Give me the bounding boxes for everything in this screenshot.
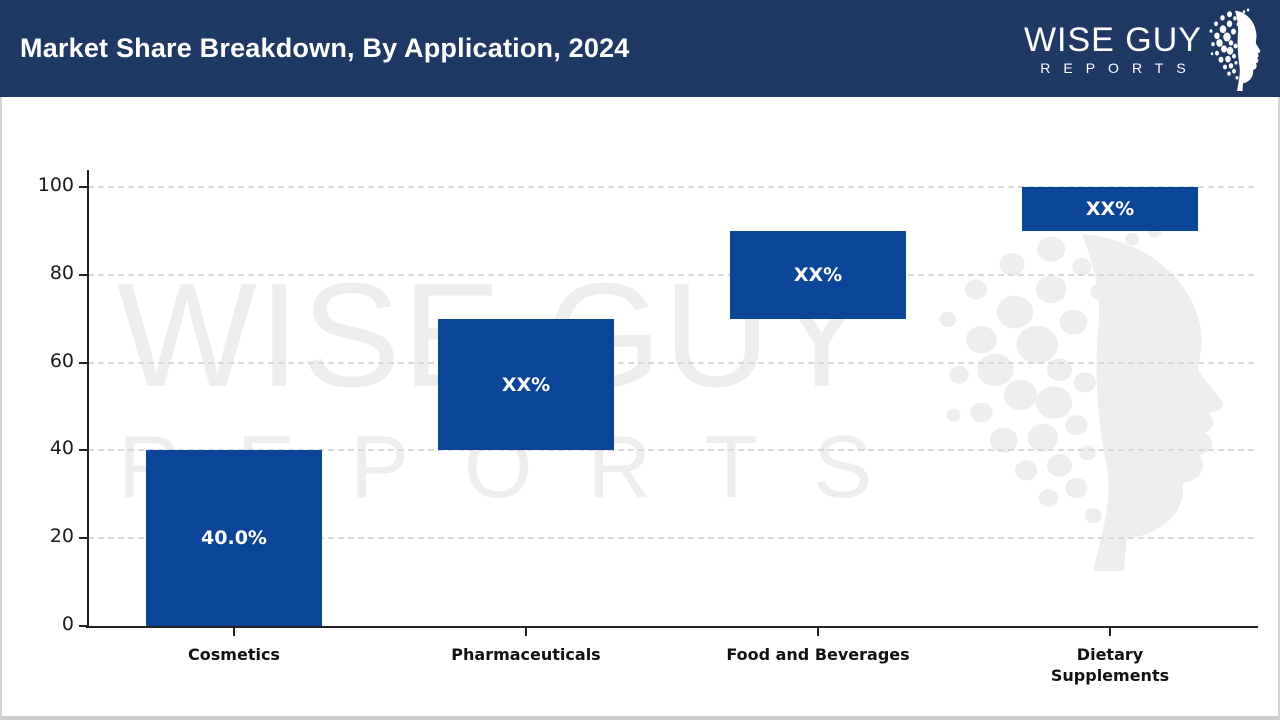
bar-dietary-supplements: XX% bbox=[1022, 187, 1198, 231]
bar-value-label: XX% bbox=[501, 373, 551, 396]
gridline-100 bbox=[88, 186, 1256, 188]
bar-value-label: XX% bbox=[793, 263, 843, 286]
y-tick-label: 100 bbox=[37, 174, 74, 196]
logo-wordmark: WISE GUY bbox=[1023, 20, 1202, 59]
x-tick-label: Cosmetics bbox=[188, 645, 280, 664]
watermark-face-icon bbox=[939, 225, 1223, 571]
x-tick-label: Food and Beverages bbox=[726, 645, 910, 664]
bar-cosmetics: 40.0% bbox=[146, 450, 322, 626]
y-tick-label: 20 bbox=[49, 525, 74, 548]
y-tick-label: 60 bbox=[49, 349, 74, 372]
x-tick-mark bbox=[525, 628, 527, 636]
bar-pharmaceuticals: XX% bbox=[438, 318, 614, 451]
x-tick-mark bbox=[1109, 628, 1111, 636]
bar-value-label: XX% bbox=[1085, 197, 1135, 220]
bar-food-and-beverages: XX% bbox=[730, 230, 906, 319]
gridline-80 bbox=[88, 273, 1256, 276]
x-tick-label: Dietary Supplements bbox=[1050, 645, 1170, 685]
gridline-40 bbox=[88, 449, 1256, 452]
chart-area: WISE GUY REPORTS 0 20 40 60 80 100 40.0% Cosmet… bbox=[0, 97, 1280, 720]
logo-subtext: REPORTS bbox=[1040, 59, 1199, 76]
bar-value-label: 40.0% bbox=[201, 527, 267, 550]
y-tick-mark bbox=[79, 273, 88, 276]
y-tick-mark bbox=[79, 361, 88, 364]
gridline-60 bbox=[88, 361, 1256, 364]
y-axis bbox=[87, 170, 89, 628]
y-tick-label: 80 bbox=[49, 261, 74, 284]
y-tick-mark bbox=[79, 625, 88, 627]
header: Market Share Breakdown, By Application, … bbox=[0, 0, 1280, 97]
y-tick-label: 0 bbox=[61, 613, 74, 635]
x-tick-label: Pharmaceuticals bbox=[451, 645, 601, 664]
gridline-20 bbox=[88, 537, 1256, 540]
y-tick-mark bbox=[79, 186, 88, 188]
wise-guy-reports-logo: WISE GUY REPORTS bbox=[1024, 7, 1266, 91]
chart-title: Market Share Breakdown, By Application, … bbox=[20, 33, 630, 63]
y-tick-mark bbox=[79, 537, 88, 540]
y-tick-label: 40 bbox=[49, 437, 74, 460]
face-profile-icon bbox=[1209, 8, 1261, 91]
x-tick-mark bbox=[233, 628, 235, 636]
x-tick-mark bbox=[817, 628, 819, 636]
y-tick-mark bbox=[79, 449, 88, 452]
logo-text: WISE GUY REPORTS bbox=[1024, 22, 1202, 76]
x-axis bbox=[86, 626, 1258, 628]
